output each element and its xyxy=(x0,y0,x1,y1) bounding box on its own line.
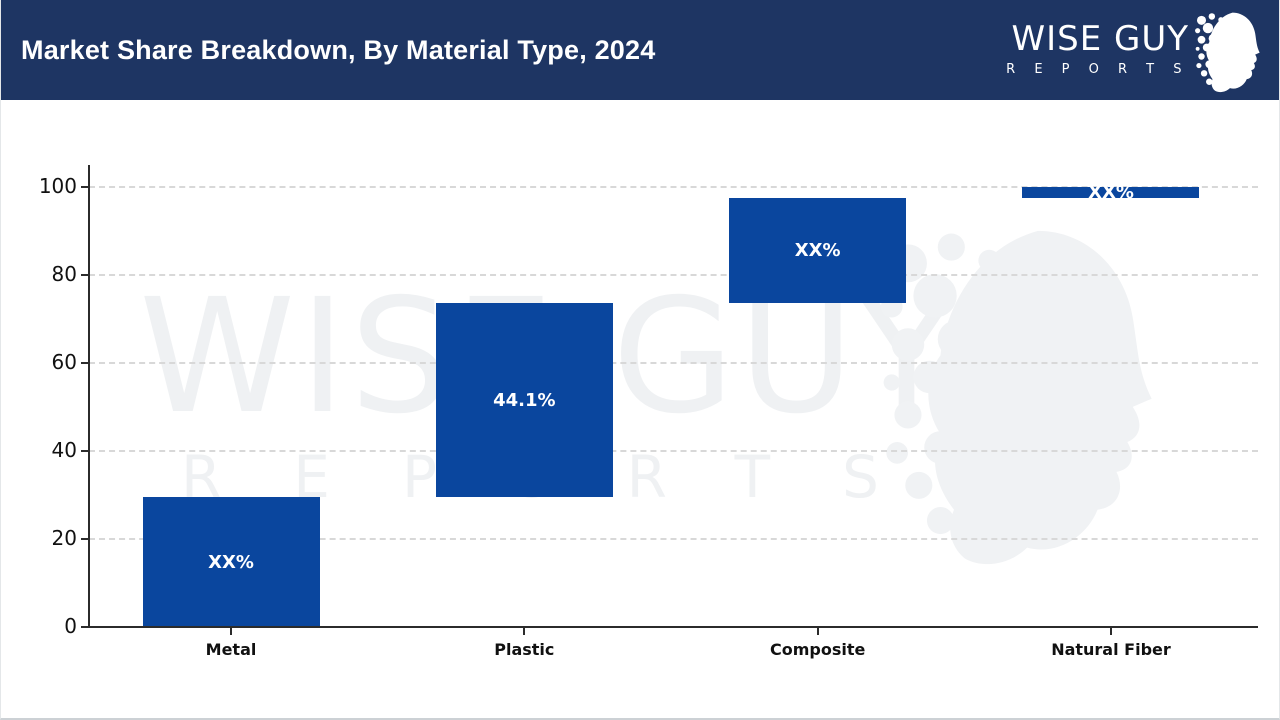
page-title: Market Share Breakdown, By Material Type… xyxy=(21,34,656,65)
bar-value-label: XX% xyxy=(1088,182,1134,204)
bar-value-label: 44.1% xyxy=(493,389,556,411)
y-tick-mark-40 xyxy=(81,450,89,452)
y-tick-mark-0 xyxy=(81,626,89,628)
bar-plastic: 44.1% xyxy=(435,303,613,498)
bar-composite: XX% xyxy=(729,198,907,304)
watermark-head-icon xyxy=(869,220,1169,572)
brand-subtitle: R E P O R T S xyxy=(1006,62,1189,77)
bar-value-label: XX% xyxy=(208,551,254,573)
gridline-20 xyxy=(89,538,1258,540)
gridline-60 xyxy=(89,362,1258,364)
y-tick-label-60: 60 xyxy=(51,350,77,374)
bar-natural-fiber: XX% xyxy=(1022,182,1200,203)
x-tick-mark-4 xyxy=(1109,628,1112,635)
y-tick-label-40: 40 xyxy=(51,438,77,462)
x-category-label-3: Composite xyxy=(769,640,866,659)
x-axis-line xyxy=(88,626,1258,628)
y-tick-mark-80 xyxy=(81,274,89,276)
brand-head-icon xyxy=(1189,10,1267,94)
brand-logo: WISE GUY R E P O R T S xyxy=(1006,6,1267,94)
x-tick-mark-3 xyxy=(816,628,819,635)
y-axis-line xyxy=(88,165,90,627)
y-tick-label-0: 0 xyxy=(64,614,77,638)
gridline-80 xyxy=(89,274,1258,276)
x-tick-mark-1 xyxy=(230,628,232,635)
brand-logo-text: WISE GUY R E P O R T S xyxy=(1002,22,1189,77)
y-tick-mark-60 xyxy=(81,362,89,364)
x-category-label-4: Natural Fiber xyxy=(1051,640,1171,659)
x-category-label-2: Plastic xyxy=(494,640,555,659)
header-bar: Market Share Breakdown, By Material Type… xyxy=(1,0,1279,100)
y-tick-label-80: 80 xyxy=(51,262,77,286)
bar-metal: XX% xyxy=(142,497,320,627)
brand-name: WISE GUY xyxy=(1011,19,1189,59)
y-tick-label-20: 20 xyxy=(51,526,77,550)
gridline-40 xyxy=(89,450,1258,452)
x-category-label-1: Metal xyxy=(205,640,257,659)
y-tick-mark-20 xyxy=(81,538,89,540)
y-tick-label-100: 100 xyxy=(38,174,77,198)
y-tick-mark-100 xyxy=(81,186,89,188)
gridline-100 xyxy=(89,186,1258,188)
x-tick-mark-2 xyxy=(523,628,526,635)
bar-value-label: XX% xyxy=(794,240,841,262)
